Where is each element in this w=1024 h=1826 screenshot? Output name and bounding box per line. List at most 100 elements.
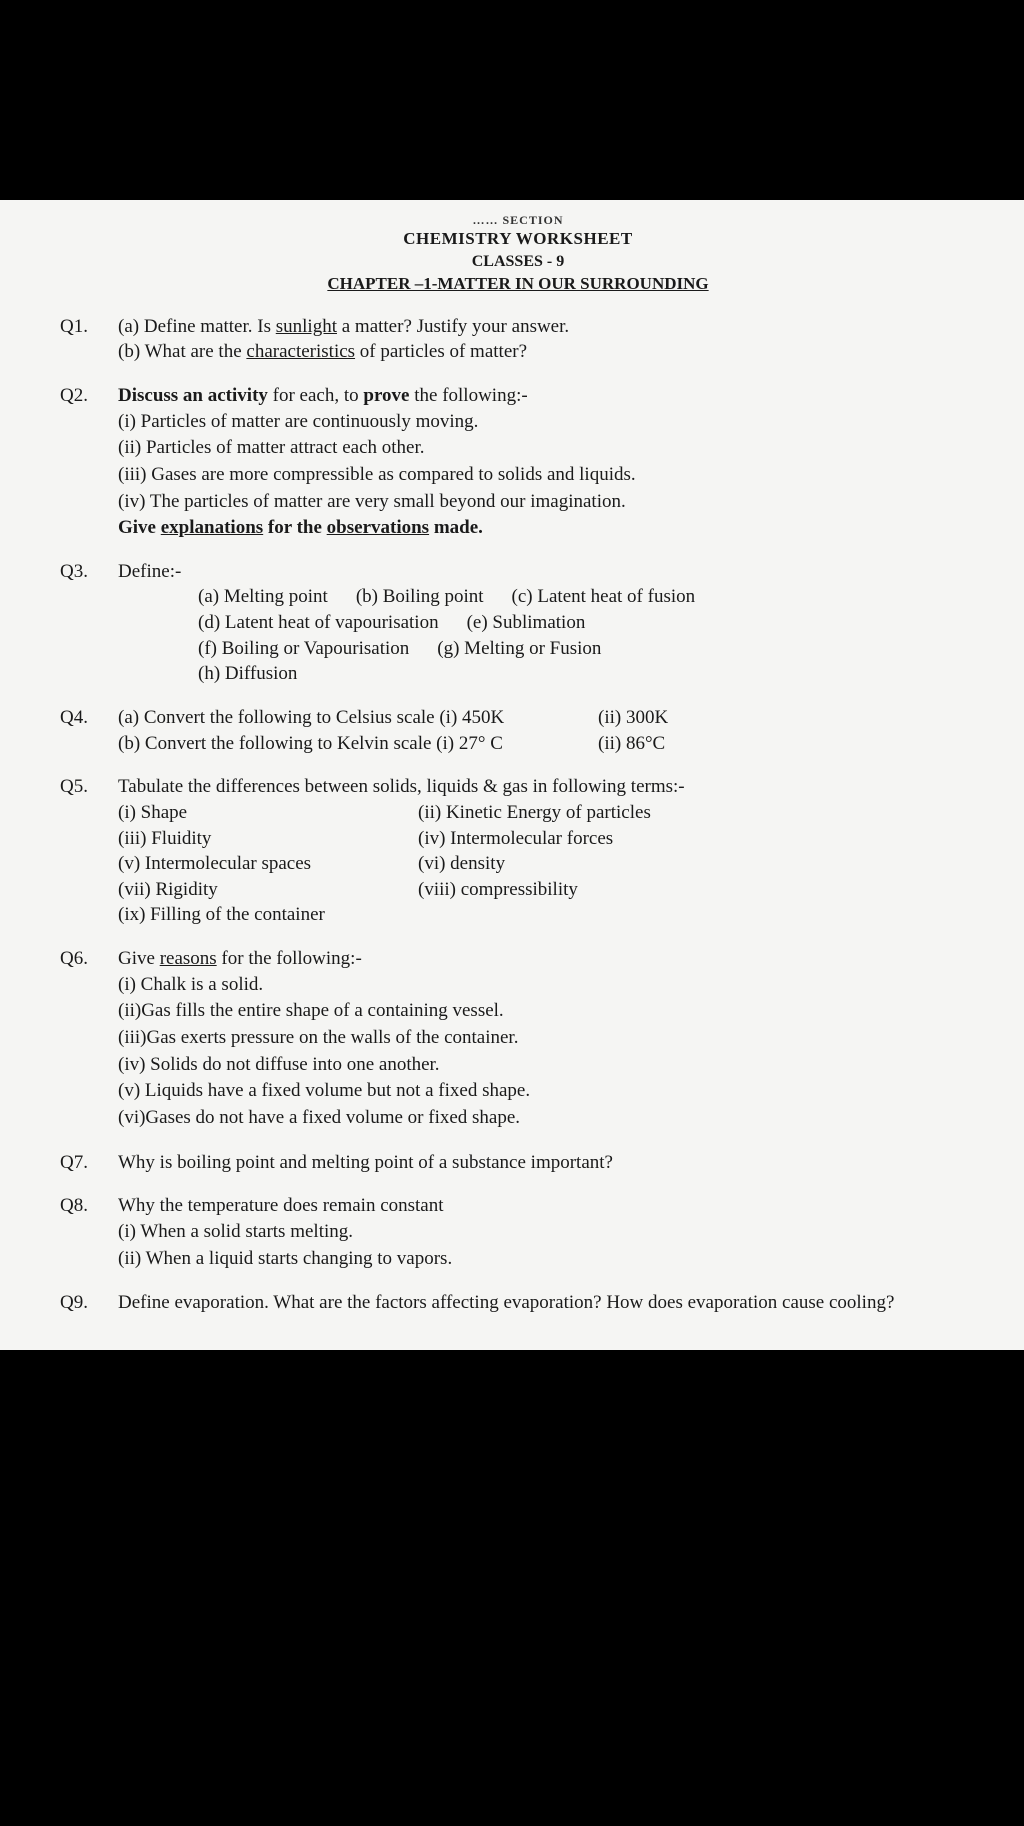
q3-body: Define:- (a) Melting point (b) Boiling p… (118, 559, 976, 687)
q6-item: (v) Liquids have a fixed volume but not … (118, 1078, 976, 1104)
question-9: Q9. Define evaporation. What are the fac… (60, 1290, 976, 1316)
q2-lead: Discuss an activity for each, to prove t… (118, 383, 976, 409)
q1-b-characteristics: characteristics (246, 341, 355, 362)
question-4: Q4. (a) Convert the following to Celsius… (60, 705, 976, 756)
worksheet-page: …… SECTION CHEMISTRY WORKSHEET CLASSES -… (0, 200, 1024, 1350)
q6-label: Q6. (60, 946, 118, 1131)
question-2: Q2. Discuss an activity for each, to pro… (60, 383, 976, 541)
q6-body: Give reasons for the following:- (i) Cha… (118, 946, 976, 1131)
q4-b2: (ii) 86°C (598, 731, 665, 757)
q2-label: Q2. (60, 383, 118, 541)
q4-a: (a) Convert the following to Celsius sca… (118, 705, 598, 731)
q1-a-text1: Define matter. Is (144, 316, 276, 337)
q2-list: (i) Particles of matter are continuously… (118, 409, 976, 515)
q2-item: (iv) The particles of matter are very sm… (118, 489, 976, 515)
q3-row: (f) Boiling or Vapourisation (g) Melting… (198, 636, 976, 662)
q3-item: (c) Latent heat of fusion (512, 584, 696, 610)
q1-b-label: (b) (118, 341, 140, 362)
q6-lead1: Give (118, 948, 160, 969)
q3-item: (d) Latent heat of vapourisation (198, 610, 439, 636)
q5-right-col: (ii) Kinetic Energy of particles (iv) In… (418, 800, 976, 928)
q5-item: (iv) Intermolecular forces (418, 826, 976, 852)
q5-lead: Tabulate the differences between solids,… (118, 774, 976, 800)
q6-item: (iv) Solids do not diffuse into one anot… (118, 1052, 976, 1078)
header-pre: …… SECTION (60, 212, 976, 228)
q5-left-col: (i) Shape (iii) Fluidity (v) Intermolecu… (118, 800, 418, 928)
q6-item: (vi)Gases do not have a fixed volume or … (118, 1105, 976, 1131)
q2-lead1: Discuss an activity (118, 385, 268, 406)
q7-label: Q7. (60, 1150, 118, 1176)
q2-tail5: made. (429, 517, 483, 538)
q5-item: (i) Shape (118, 800, 418, 826)
header-subtitle: CLASSES - 9 (60, 251, 976, 273)
q2-item: (iii) Gases are more compressible as com… (118, 462, 976, 488)
q1-b-text2: of particles of matter? (355, 341, 527, 362)
q6-item: (i) Chalk is a solid. (118, 972, 976, 998)
question-3: Q3. Define:- (a) Melting point (b) Boili… (60, 559, 976, 687)
q1-b-text1: What are the (145, 341, 247, 362)
q2-tail3: for the (263, 517, 327, 538)
q2-lead3: prove (363, 385, 409, 406)
q3-label: Q3. (60, 559, 118, 687)
q2-tail1: Give (118, 517, 161, 538)
q3-item: (h) Diffusion (198, 661, 297, 687)
q8-list: (i) When a solid starts melting. (ii) Wh… (118, 1219, 976, 1271)
q9-label: Q9. (60, 1290, 118, 1316)
q8-item: (ii) When a liquid starts changing to va… (118, 1246, 976, 1272)
q5-item: (vi) density (418, 851, 976, 877)
question-1: Q1. (a) Define matter. Is sunlight a mat… (60, 314, 976, 365)
q7-text: Why is boiling point and melting point o… (118, 1150, 976, 1176)
q5-body: Tabulate the differences between solids,… (118, 774, 976, 928)
q3-item: (e) Sublimation (467, 610, 586, 636)
q2-item: (ii) Particles of matter attract each ot… (118, 435, 976, 461)
q5-item: (vii) Rigidity (118, 877, 418, 903)
worksheet-header: …… SECTION CHEMISTRY WORKSHEET CLASSES -… (60, 212, 976, 296)
q2-body: Discuss an activity for each, to prove t… (118, 383, 976, 541)
question-6: Q6. Give reasons for the following:- (i)… (60, 946, 976, 1131)
q5-item: (viii) compressibility (418, 877, 976, 903)
q3-item: (a) Melting point (198, 584, 328, 610)
q1-part-b: (b) What are the characteristics of part… (118, 339, 976, 365)
q4-b: (b) Convert the following to Kelvin scal… (118, 731, 598, 757)
q8-label: Q8. (60, 1193, 118, 1272)
q6-item: (iii)Gas exerts pressure on the walls of… (118, 1025, 976, 1051)
question-5: Q5. Tabulate the differences between sol… (60, 774, 976, 928)
q6-list: (i) Chalk is a solid. (ii)Gas fills the … (118, 972, 976, 1131)
q5-item: (ix) Filling of the container (118, 902, 418, 928)
q2-lead2: for each, to (268, 385, 363, 406)
q2-tail: Give explanations for the observations m… (118, 515, 976, 541)
q3-row: (a) Melting point (b) Boiling point (c) … (198, 584, 976, 610)
q8-lead: Why the temperature does remain constant (118, 1193, 976, 1219)
q5-item: (iii) Fluidity (118, 826, 418, 852)
q1-a-label: (a) (118, 316, 139, 337)
q1-a-sunlight: sunlight (276, 316, 337, 337)
q2-tail4: observations (327, 517, 429, 538)
q4-a2: (ii) 300K (598, 705, 668, 731)
q8-body: Why the temperature does remain constant… (118, 1193, 976, 1272)
q5-label: Q5. (60, 774, 118, 928)
q3-item: (f) Boiling or Vapourisation (198, 636, 409, 662)
q1-label: Q1. (60, 314, 118, 365)
q5-item: (ii) Kinetic Energy of particles (418, 800, 976, 826)
q5-cols: (i) Shape (iii) Fluidity (v) Intermolecu… (118, 800, 976, 928)
q3-items: (a) Melting point (b) Boiling point (c) … (118, 584, 976, 687)
q9-text: Define evaporation. What are the factors… (118, 1290, 976, 1316)
q1-body: (a) Define matter. Is sunlight a matter?… (118, 314, 976, 365)
header-title: CHEMISTRY WORKSHEET (60, 228, 976, 251)
question-7: Q7. Why is boiling point and melting poi… (60, 1150, 976, 1176)
q2-lead4: the following:- (409, 385, 527, 406)
q3-lead: Define:- (118, 559, 976, 585)
q6-lead: Give reasons for the following:- (118, 946, 976, 972)
q3-row: (h) Diffusion (198, 661, 976, 687)
q6-lead2: reasons (160, 948, 217, 969)
q3-row: (d) Latent heat of vapourisation (e) Sub… (198, 610, 976, 636)
q5-item: (v) Intermolecular spaces (118, 851, 418, 877)
q4-label: Q4. (60, 705, 118, 756)
q6-item: (ii)Gas fills the entire shape of a cont… (118, 998, 976, 1024)
q1-part-a: (a) Define matter. Is sunlight a matter?… (118, 314, 976, 340)
q4-body: (a) Convert the following to Celsius sca… (118, 705, 976, 756)
q3-item: (g) Melting or Fusion (437, 636, 601, 662)
q2-tail2: explanations (161, 517, 263, 538)
q6-lead3: for the following:- (217, 948, 362, 969)
q1-a-text2: a matter? Justify your answer. (337, 316, 569, 337)
